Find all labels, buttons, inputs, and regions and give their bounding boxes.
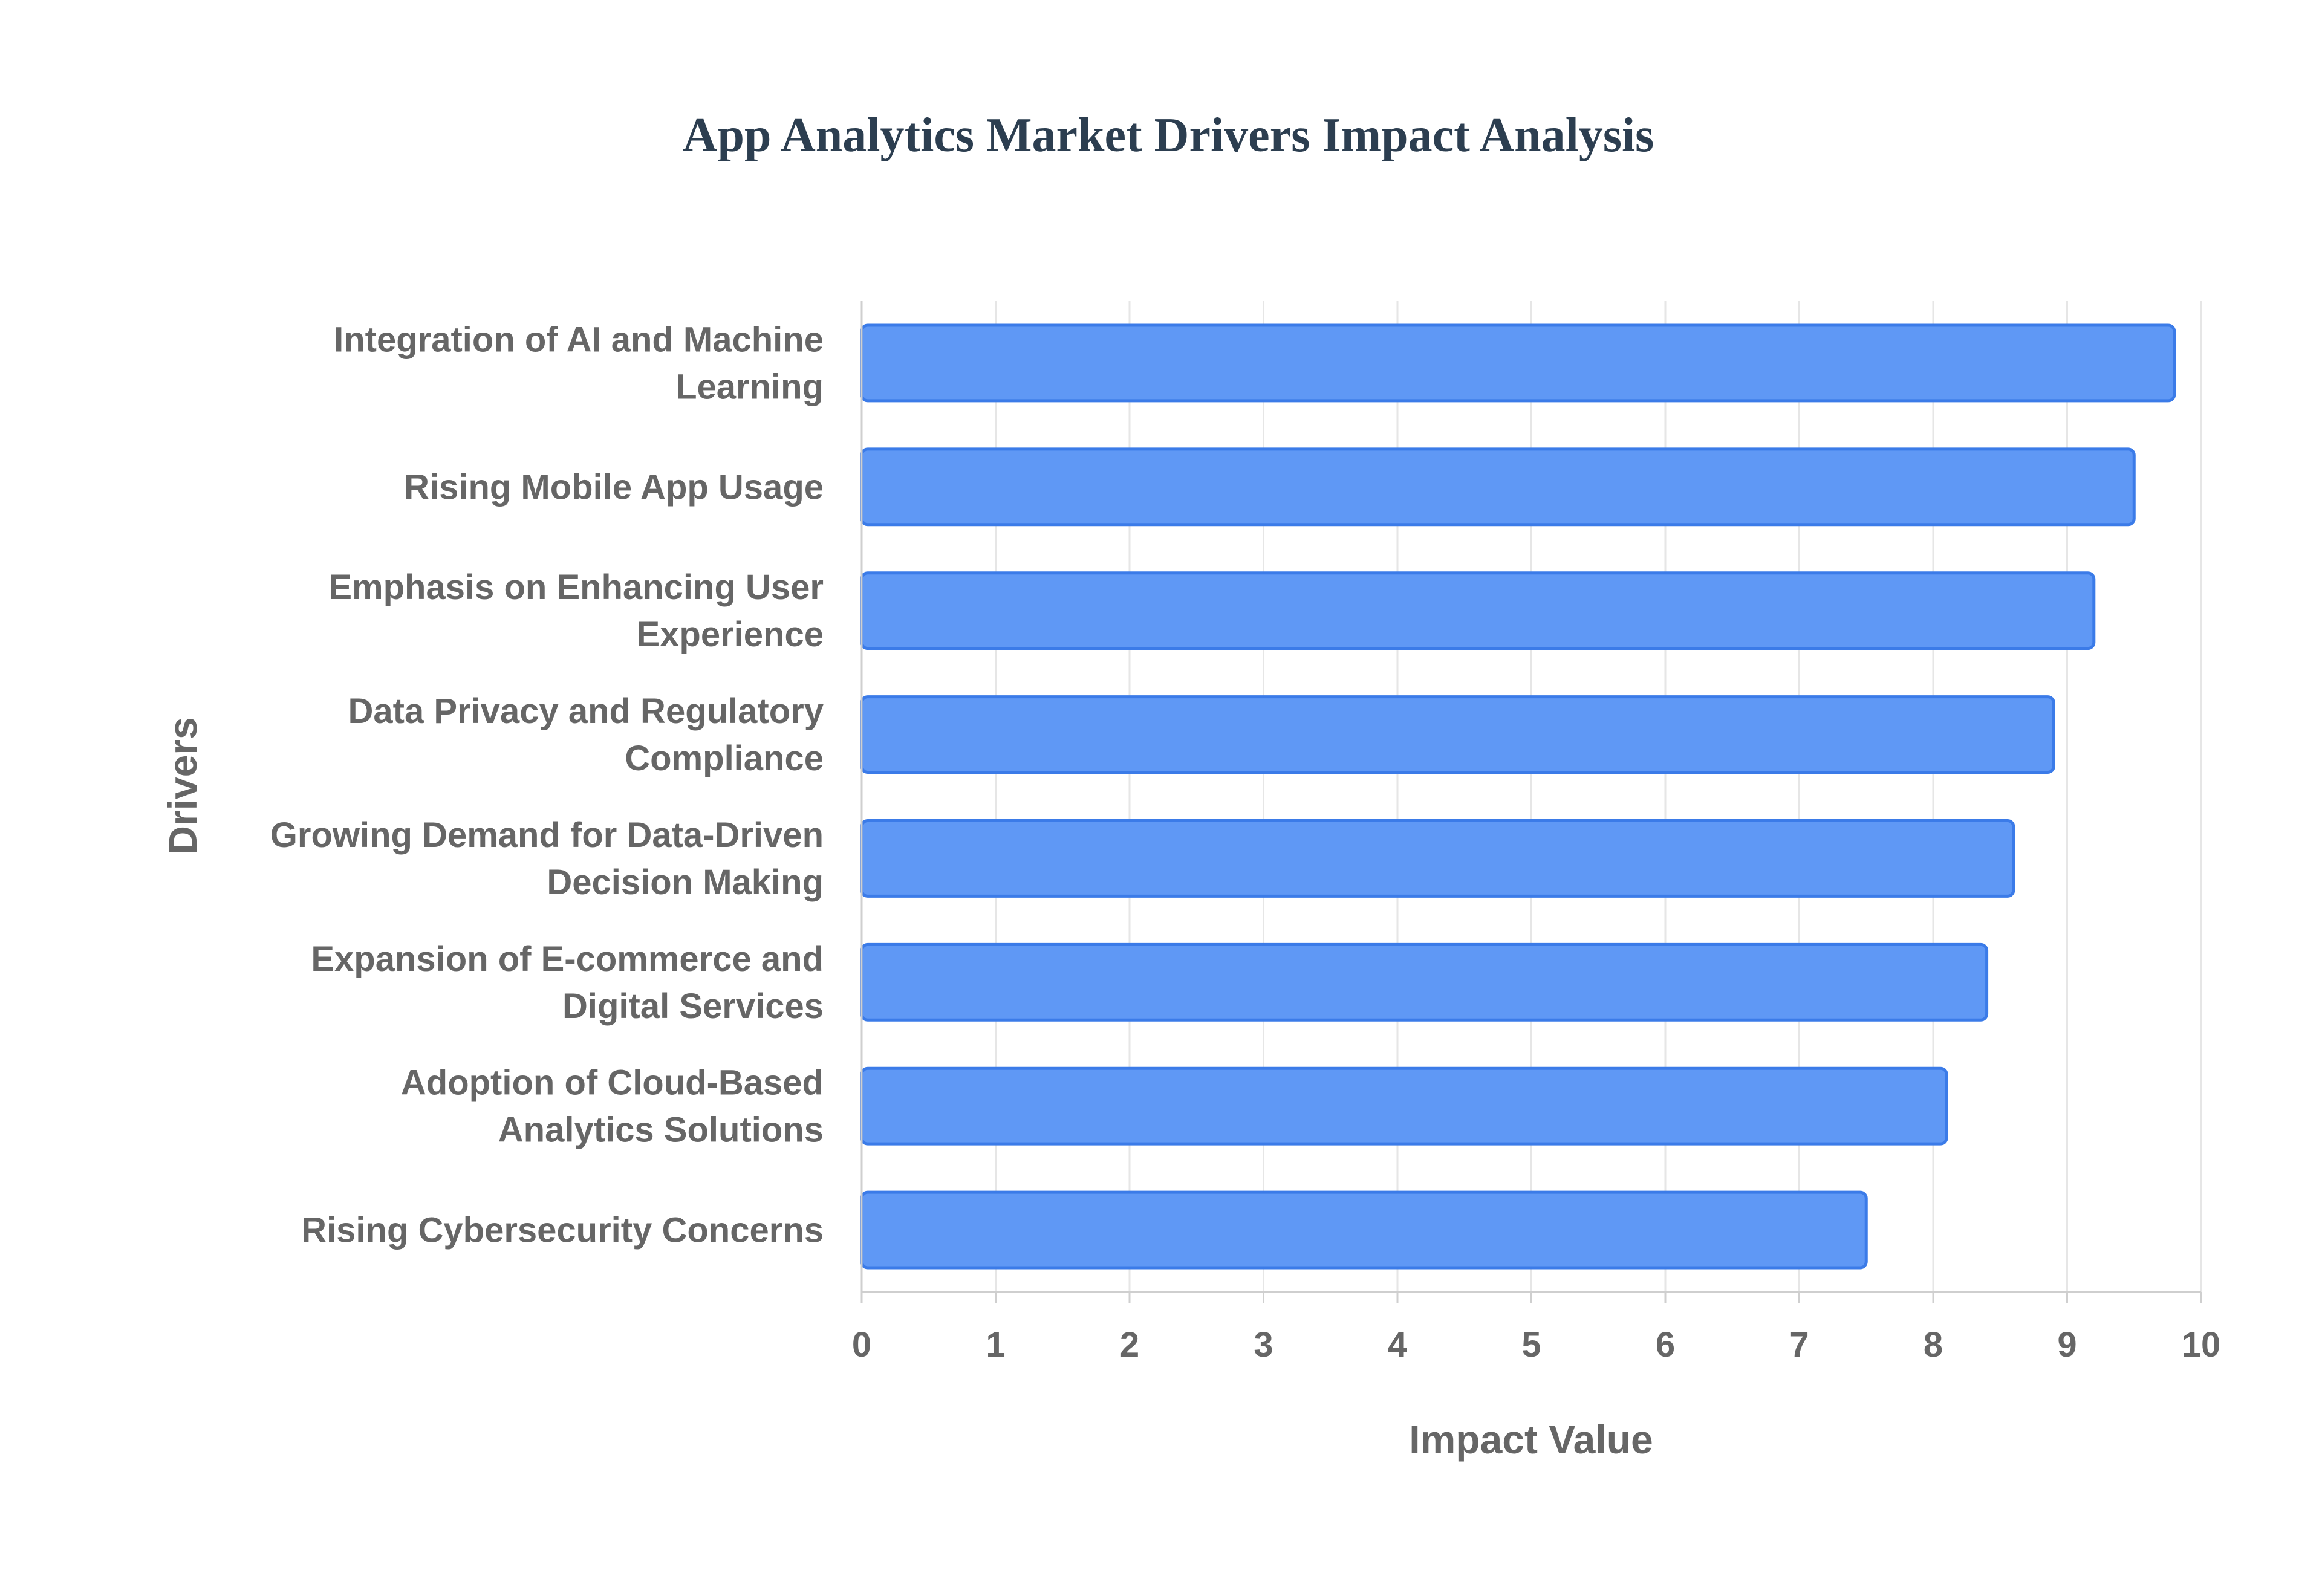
category-label: Adoption of Cloud-Based Analytics Solutio…: [401, 1063, 824, 1150]
x-axis-title: Impact Value: [1409, 1417, 1653, 1462]
bars: [860, 323, 2176, 1270]
chart-title: App Analytics Market Drivers Impact Anal…: [683, 109, 1654, 162]
category-label-line: Analytics Solutions: [498, 1111, 824, 1150]
category-labels: Integration of AI and Machine Learning Ris…: [270, 320, 824, 1250]
x-tick-label: 3: [1254, 1325, 1273, 1364]
category-label-line: Emphasis on Enhancing User: [328, 568, 824, 607]
x-tick-label: 5: [1521, 1325, 1541, 1364]
bar: [860, 323, 2176, 403]
category-label: Integration of AI and Machine Learning: [334, 320, 824, 406]
x-tick-label: 6: [1656, 1325, 1675, 1364]
category-label-line: Adoption of Cloud-Based: [401, 1063, 824, 1103]
bar: [860, 447, 2136, 527]
category-label-line: Expansion of E-commerce and: [311, 939, 824, 979]
category-label-line: Compliance: [625, 739, 824, 778]
x-tick-label: 9: [2057, 1325, 2076, 1364]
bar: [860, 819, 2015, 898]
x-tick-label: 7: [1789, 1325, 1809, 1364]
x-tick-label: 4: [1388, 1325, 1407, 1364]
bar: [860, 1190, 1868, 1270]
category-label: Data Privacy and Regulatory Compliance: [348, 692, 824, 778]
x-tick-label: 2: [1120, 1325, 1139, 1364]
category-label: Rising Mobile App Usage: [404, 467, 824, 507]
category-label-line: Learning: [675, 367, 824, 406]
bar: [860, 1066, 1948, 1146]
category-label-line: Experience: [636, 615, 824, 654]
x-tick-label: 1: [986, 1325, 1005, 1364]
category-label-line: Data Privacy and Regulatory: [348, 692, 824, 731]
category-label-line: Digital Services: [562, 987, 824, 1026]
category-label-line: Rising Mobile App Usage: [404, 467, 824, 507]
bar: [860, 571, 2096, 650]
x-tick-label: 0: [852, 1325, 871, 1364]
category-label-line: Growing Demand for Data-Driven: [270, 816, 824, 855]
category-label: Emphasis on Enhancing User Experience: [328, 568, 824, 654]
category-label-line: Rising Cybersecurity Concerns: [301, 1211, 824, 1250]
x-tick-label: 10: [2182, 1325, 2221, 1364]
x-axis: 0 1 2 3 4 5 6 7 8 9 10: [852, 301, 2220, 1364]
category-label: Expansion of E-commerce and Digital Servi…: [311, 939, 824, 1026]
bar: [860, 942, 1989, 1022]
category-label: Rising Cybersecurity Concerns: [301, 1211, 824, 1250]
bar: [860, 695, 2055, 774]
category-label-line: Integration of AI and Machine: [334, 320, 824, 359]
category-label: Growing Demand for Data-Driven Decision M…: [270, 816, 824, 902]
x-tick-label: 8: [1924, 1325, 1943, 1364]
y-axis-title: Drivers: [160, 717, 205, 855]
category-label-line: Decision Making: [547, 863, 824, 902]
